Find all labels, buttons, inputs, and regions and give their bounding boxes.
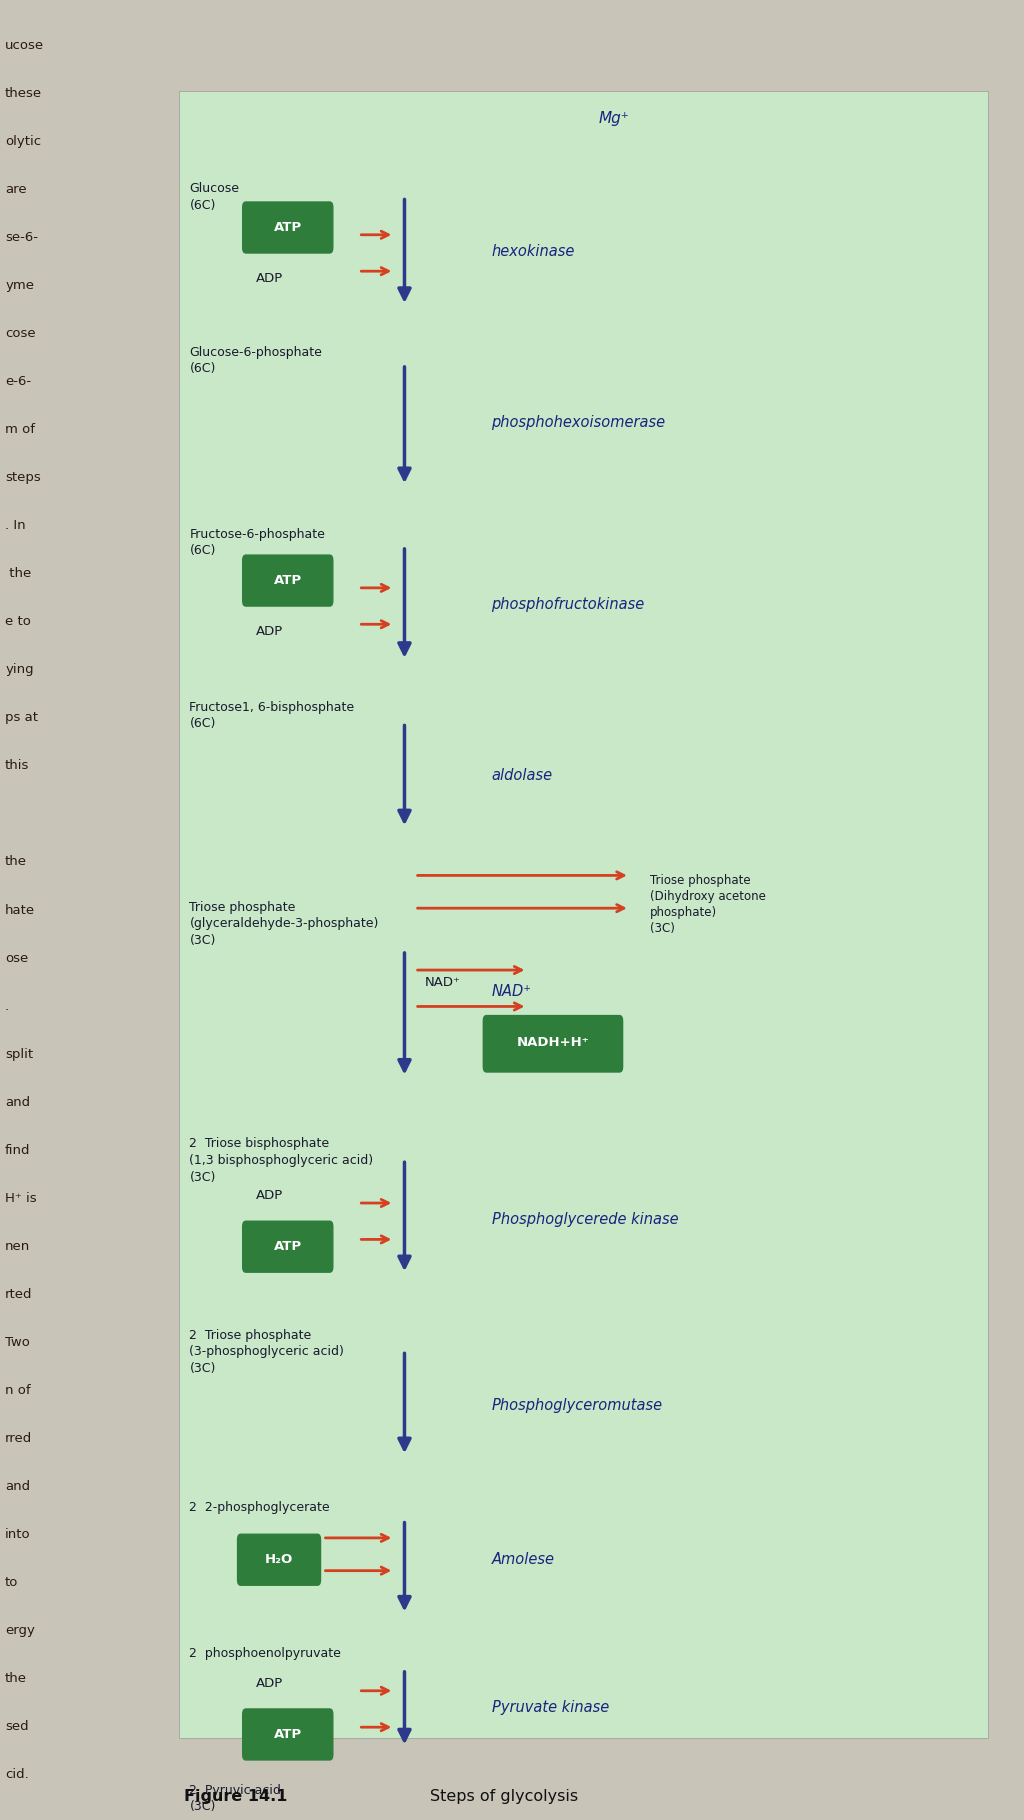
Text: 2  phosphoenolpyruvate: 2 phosphoenolpyruvate — [189, 1647, 341, 1660]
Text: ADP: ADP — [256, 1188, 284, 1203]
Text: rted: rted — [5, 1289, 33, 1301]
Text: Fructose-6-phosphate
(6C): Fructose-6-phosphate (6C) — [189, 528, 326, 557]
Text: Phosphoglyceromutase: Phosphoglyceromutase — [492, 1398, 663, 1412]
Text: Triose phosphate
(glyceraldehyde-3-phosphate)
(3C): Triose phosphate (glyceraldehyde-3-phosp… — [189, 901, 379, 946]
Text: 2  2-phosphoglycerate: 2 2-phosphoglycerate — [189, 1502, 330, 1514]
FancyBboxPatch shape — [243, 202, 333, 253]
Text: H⁺ is: H⁺ is — [5, 1192, 37, 1205]
Text: e-6-: e-6- — [5, 375, 32, 388]
Text: H₂O: H₂O — [265, 1552, 293, 1567]
Text: olytic: olytic — [5, 135, 41, 147]
Text: and: and — [5, 1480, 31, 1492]
Text: aldolase: aldolase — [492, 768, 553, 783]
FancyBboxPatch shape — [243, 1709, 333, 1760]
Text: ATP: ATP — [273, 573, 302, 588]
Text: ADP: ADP — [256, 624, 284, 639]
FancyBboxPatch shape — [483, 1016, 623, 1072]
Text: the: the — [5, 1673, 27, 1685]
Text: NAD⁺: NAD⁺ — [425, 976, 461, 990]
Text: ose: ose — [5, 952, 29, 965]
Text: Fructose1, 6-bisphosphate
(6C): Fructose1, 6-bisphosphate (6C) — [189, 701, 354, 730]
Text: phosphohexoisomerase: phosphohexoisomerase — [492, 415, 666, 430]
Text: Amolese: Amolese — [492, 1552, 555, 1567]
Text: 2  Pyruvic acid
(3C): 2 Pyruvic acid (3C) — [189, 1784, 282, 1813]
Text: hexokinase: hexokinase — [492, 244, 574, 258]
Text: ATP: ATP — [273, 1239, 302, 1254]
Text: ATP: ATP — [273, 220, 302, 235]
Text: to: to — [5, 1576, 18, 1589]
Text: Glucose-6-phosphate
(6C): Glucose-6-phosphate (6C) — [189, 346, 323, 375]
Text: ADP: ADP — [256, 1676, 284, 1691]
Text: Mg⁺: Mg⁺ — [599, 111, 630, 126]
Text: split: split — [5, 1048, 33, 1061]
Text: 2  Triose phosphate
(3-phosphoglyceric acid)
(3C): 2 Triose phosphate (3-phosphoglyceric ac… — [189, 1329, 344, 1374]
Text: the: the — [5, 568, 32, 581]
Text: Two: Two — [5, 1336, 30, 1349]
Text: Glucose
(6C): Glucose (6C) — [189, 182, 240, 211]
Text: rred: rred — [5, 1432, 33, 1445]
Text: these: these — [5, 87, 42, 100]
Text: m of: m of — [5, 424, 35, 437]
Text: ucose: ucose — [5, 38, 44, 53]
Text: find: find — [5, 1143, 31, 1158]
Text: this: this — [5, 759, 30, 772]
Text: NADH+H⁺: NADH+H⁺ — [516, 1036, 590, 1050]
Text: n of: n of — [5, 1383, 31, 1396]
FancyBboxPatch shape — [238, 1534, 321, 1585]
Text: ADP: ADP — [256, 271, 284, 286]
Text: .: . — [5, 999, 9, 1012]
Text: NAD⁺: NAD⁺ — [492, 985, 531, 999]
Text: phosphofructokinase: phosphofructokinase — [492, 597, 645, 612]
Text: cose: cose — [5, 328, 36, 340]
Text: . In: . In — [5, 519, 26, 531]
Text: ATP: ATP — [273, 1727, 302, 1742]
Text: ergy: ergy — [5, 1623, 35, 1636]
Text: Figure 14.1: Figure 14.1 — [184, 1789, 288, 1804]
Text: cid.: cid. — [5, 1767, 29, 1782]
Text: yme: yme — [5, 278, 34, 293]
Text: hate: hate — [5, 903, 35, 917]
Text: ps at: ps at — [5, 712, 38, 724]
Text: Phosphoglycerede kinase: Phosphoglycerede kinase — [492, 1212, 678, 1227]
Text: se-6-: se-6- — [5, 231, 38, 244]
Text: ying: ying — [5, 662, 34, 677]
Text: 2  Triose bisphosphate
(1,3 bisphosphoglyceric acid)
(3C): 2 Triose bisphosphate (1,3 bisphosphogly… — [189, 1138, 374, 1183]
FancyBboxPatch shape — [243, 1221, 333, 1272]
Text: sed: sed — [5, 1720, 29, 1733]
Text: Pyruvate kinase: Pyruvate kinase — [492, 1700, 609, 1714]
FancyBboxPatch shape — [243, 555, 333, 606]
Text: the: the — [5, 855, 27, 868]
Text: and: and — [5, 1096, 31, 1108]
Text: Steps of glycolysis: Steps of glycolysis — [430, 1789, 579, 1804]
FancyBboxPatch shape — [179, 91, 988, 1738]
Text: are: are — [5, 184, 27, 197]
Text: nen: nen — [5, 1239, 31, 1252]
Text: Triose phosphate
(Dihydroxy acetone
phosphate)
(3C): Triose phosphate (Dihydroxy acetone phos… — [650, 874, 766, 935]
Text: into: into — [5, 1527, 31, 1542]
Text: steps: steps — [5, 471, 41, 484]
Text: e to: e to — [5, 615, 31, 628]
